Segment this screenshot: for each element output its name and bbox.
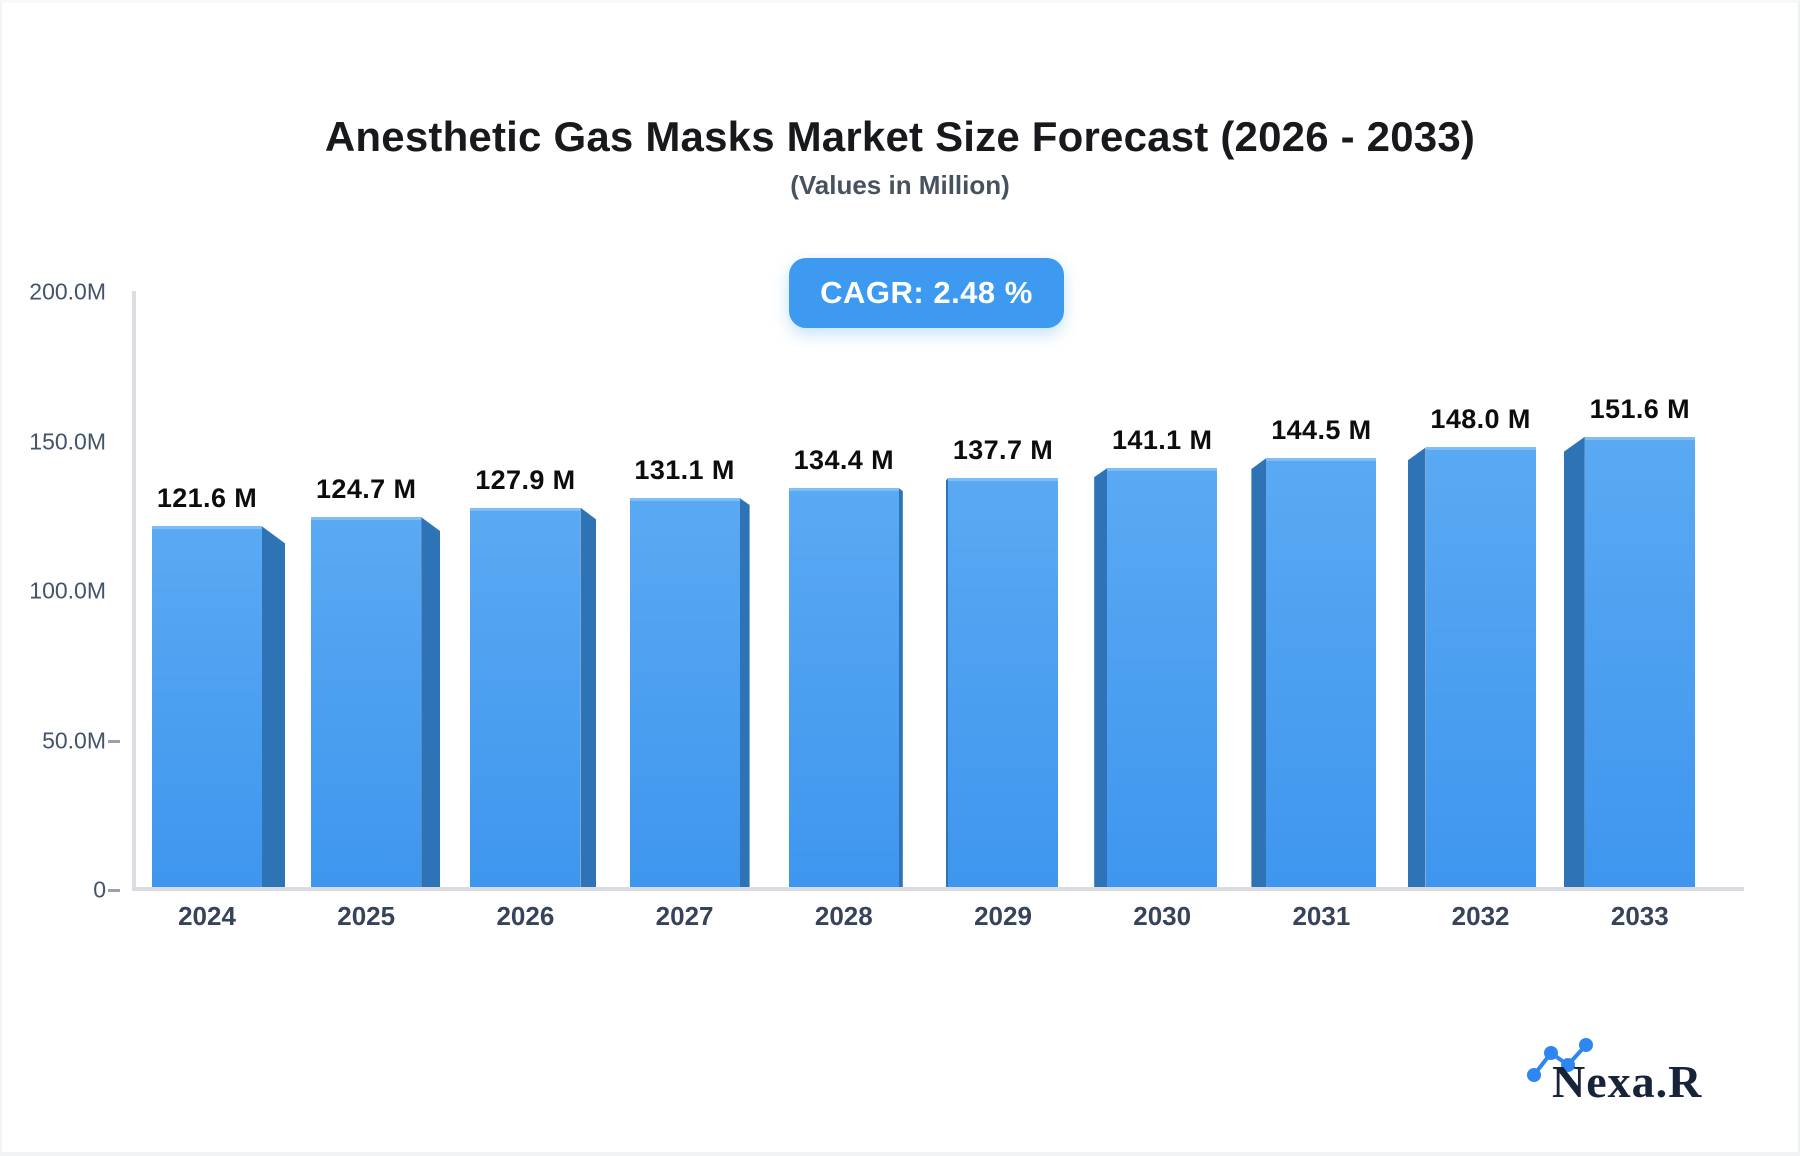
x-axis-label-2027: 2027 [655, 901, 714, 931]
x-axis-label-2025: 2025 [337, 901, 396, 931]
x-axis-label-2032: 2032 [1451, 901, 1510, 931]
bar-side-face-2032 [1407, 447, 1426, 890]
y-axis-tick [108, 889, 120, 892]
bar-value-label-2032: 148.0 M [1430, 404, 1531, 435]
bar-side-face-2030 [1094, 468, 1108, 890]
x-axis-label-2024: 2024 [178, 901, 236, 931]
y-axis-label: 200.0M [29, 278, 106, 305]
x-axis-label-2028: 2028 [814, 901, 873, 931]
bar-side-face-2029 [946, 478, 948, 890]
x-axis-label-2033: 2033 [1610, 901, 1669, 931]
bar-face-2029 [948, 478, 1058, 890]
y-axis-tick [108, 739, 120, 743]
bar-face-2031 [1266, 457, 1377, 890]
bar-value-label-2027: 131.1 M [634, 455, 735, 485]
bar-face-2033 [1584, 436, 1695, 890]
chart-title: Anesthetic Gas Masks Market Size Forecas… [324, 113, 1476, 160]
bar-side-face-2026 [580, 507, 597, 890]
bar-side-face-2027 [739, 498, 750, 890]
bar-side-face-2024 [262, 526, 285, 890]
bar-face-2030 [1107, 468, 1218, 890]
x-axis-baseline [132, 887, 1744, 891]
x-axis-label-2026: 2026 [496, 901, 555, 931]
bar-side-face-2031 [1251, 457, 1267, 890]
bar-value-label-2025: 124.7 M [316, 474, 417, 505]
bar-face-2032 [1425, 447, 1536, 890]
y-axis-label: 100.0M [29, 577, 106, 604]
chart-subtitle: (Values in Million) [790, 170, 1010, 200]
bar-value-label-2033: 151.6 M [1589, 393, 1690, 424]
logo: Nexa.R [1522, 1033, 1762, 1125]
logo-chart-icon [1527, 1038, 1593, 1082]
y-axis-line [132, 291, 136, 891]
y-axis-label: 150.0M [29, 428, 106, 454]
x-axis-label-2030: 2030 [1133, 901, 1192, 931]
cagr-badge: CAGR: 2.48 % [789, 258, 1064, 328]
bar-face-2025 [311, 517, 422, 890]
bar-face-2026 [470, 507, 581, 890]
bar-side-face-2025 [421, 517, 441, 890]
y-axis-label: 0 [93, 876, 106, 903]
x-axis-label-2031: 2031 [1292, 901, 1351, 931]
bar-value-label-2026: 127.9 M [475, 464, 576, 495]
bar-value-label-2031: 144.5 M [1271, 414, 1372, 445]
bar-side-face-2028 [898, 488, 903, 890]
y-axis-label: 50.0M [42, 727, 106, 753]
logo-text: Nexa.R [1552, 1056, 1703, 1107]
bar-value-label-2029: 137.7 M [952, 435, 1054, 466]
bar-side-face-2033 [1563, 436, 1585, 890]
bar-face-2027 [629, 498, 740, 890]
bar-value-label-2028: 134.4 M [793, 445, 894, 476]
bar-face-2028 [788, 488, 899, 890]
x-axis-label-2029: 2029 [974, 901, 1032, 931]
cagr-badge-label: CAGR: 2.48 % [820, 275, 1033, 310]
bar-value-label-2024: 121.6 M [156, 483, 258, 514]
bar-face-2024 [152, 526, 262, 890]
bar-value-label-2030: 141.1 M [1112, 425, 1213, 456]
